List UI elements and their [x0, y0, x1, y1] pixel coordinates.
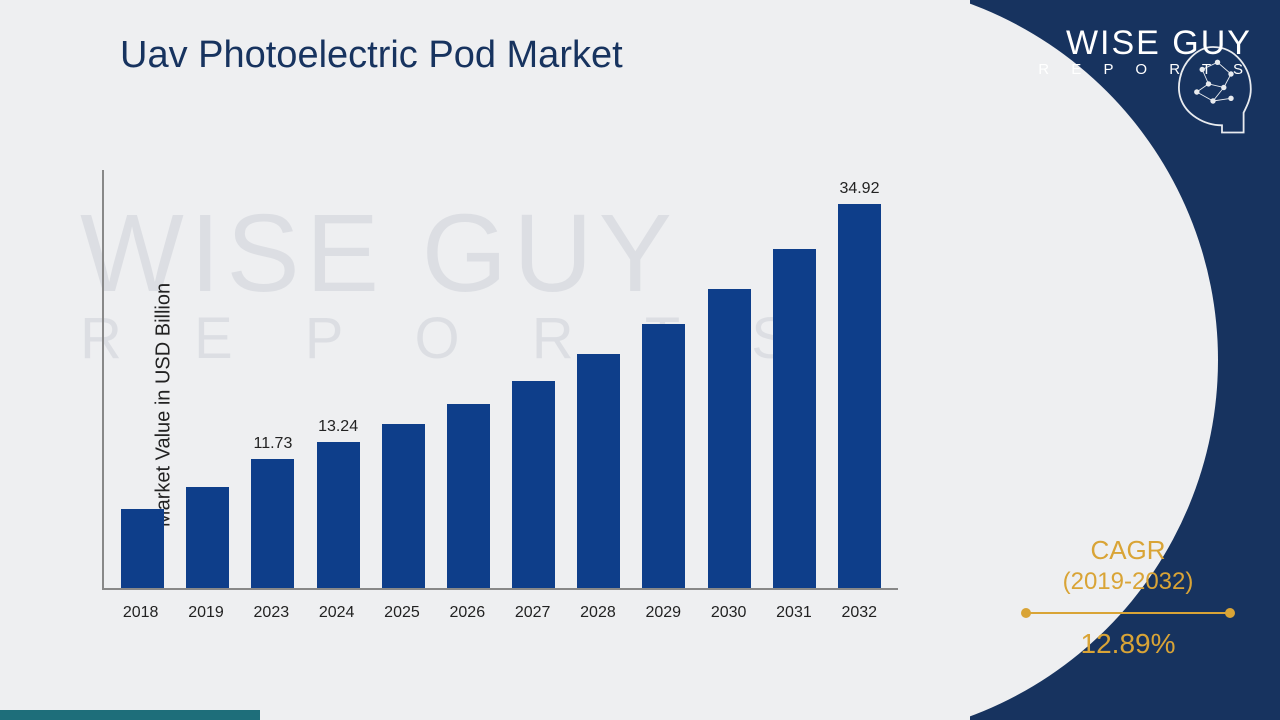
x-tick-label: 2030 [696, 604, 761, 622]
x-tick-label: 2029 [631, 604, 696, 622]
x-tick-label: 2027 [500, 604, 565, 622]
bar [382, 424, 425, 588]
cagr-value: 12.89% [1008, 628, 1248, 660]
bar-value-label: 34.92 [839, 180, 879, 198]
x-tick-label: 2018 [108, 604, 173, 622]
head-icon [1168, 42, 1258, 142]
chart-title: Uav Photoelectric Pod Market [120, 34, 623, 77]
bar-chart: Market Value in USD Billion 11.7313.2434… [78, 170, 898, 640]
x-axis-labels: 2018201920232024202520262027202820292030… [102, 604, 898, 622]
cagr-range: (2019-2032) [1008, 568, 1248, 596]
bar [186, 487, 229, 588]
plot-area: 11.73 13.24 34.92 [102, 170, 898, 590]
bar-value-label: 13.24 [318, 418, 358, 436]
bar-wrap [566, 170, 631, 588]
brand-logo: WISE GUY R E P O R T S [1038, 24, 1252, 78]
bar-wrap [371, 170, 436, 588]
x-tick-label: 2019 [173, 604, 238, 622]
bar [773, 249, 816, 588]
bar-wrap [631, 170, 696, 588]
bar [577, 354, 620, 588]
cagr-block: CAGR (2019-2032) 12.89% [1008, 535, 1248, 660]
bar [251, 459, 294, 588]
bars-container: 11.73 13.24 34.92 [104, 170, 898, 588]
bar-wrap [110, 170, 175, 588]
bottom-accent-stripe [0, 710, 260, 720]
cagr-divider [1026, 612, 1230, 614]
x-tick-label: 2031 [761, 604, 826, 622]
bar [121, 509, 164, 588]
x-tick-label: 2024 [304, 604, 369, 622]
bar-wrap [501, 170, 566, 588]
infographic-canvas: WISE GUY R E P O R T S WISE GUY R E P O … [0, 0, 1280, 720]
bar [642, 324, 685, 588]
bar-wrap [697, 170, 762, 588]
bar-wrap [762, 170, 827, 588]
bar-wrap: 11.73 [240, 170, 305, 588]
bar [708, 289, 751, 588]
x-tick-label: 2025 [369, 604, 434, 622]
cagr-title: CAGR [1008, 535, 1248, 566]
bar-wrap: 13.24 [306, 170, 371, 588]
bar [838, 204, 881, 588]
x-tick-label: 2026 [435, 604, 500, 622]
bar-wrap: 34.92 [827, 170, 892, 588]
x-tick-label: 2023 [239, 604, 304, 622]
bar-value-label: 11.73 [253, 435, 292, 453]
bar [317, 442, 360, 588]
x-tick-label: 2028 [565, 604, 630, 622]
bar-wrap [436, 170, 501, 588]
bar [512, 381, 555, 588]
bar-wrap [175, 170, 240, 588]
x-tick-label: 2032 [827, 604, 892, 622]
bar [447, 404, 490, 588]
